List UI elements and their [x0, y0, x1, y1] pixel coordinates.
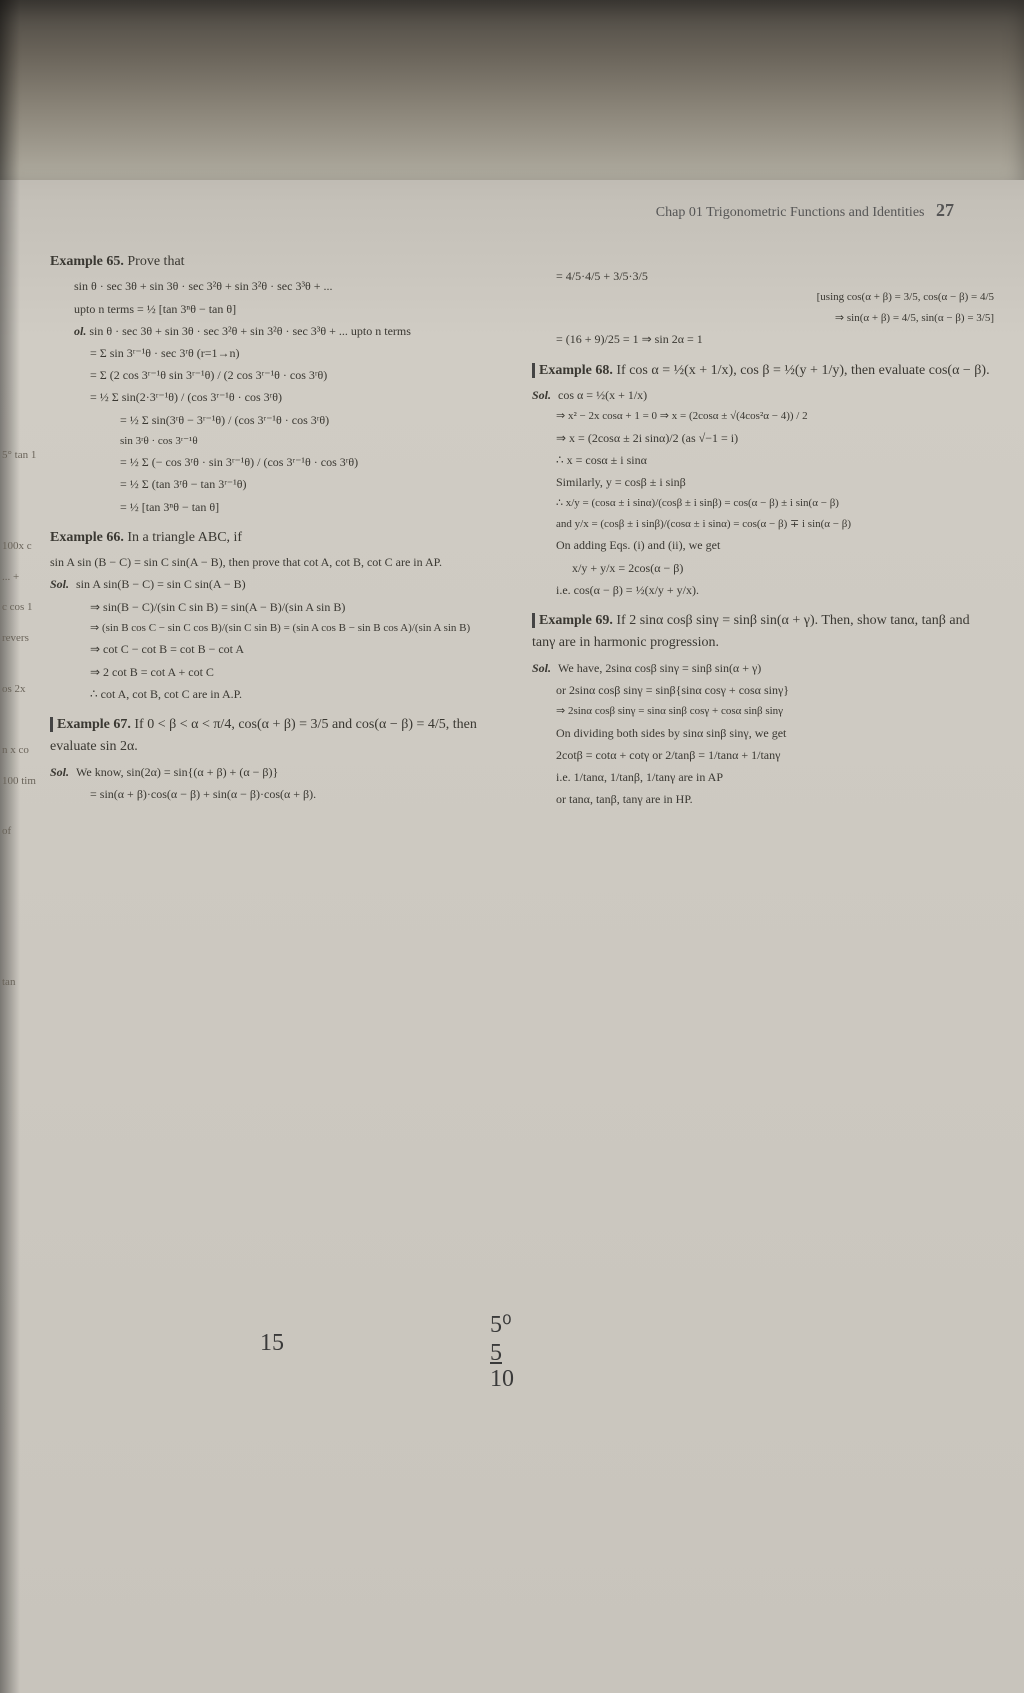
- left-column: Example 65. Prove that sin θ · sec 3θ + …: [50, 241, 512, 813]
- margin-frag: ... +: [2, 562, 50, 593]
- math-step: i.e. 1/tanα, 1/tanβ, 1/tanγ are in AP: [556, 768, 994, 787]
- ex-label: Example 68.: [532, 363, 613, 378]
- margin-frag: os 2x: [2, 674, 50, 705]
- math-step: ⇒ cot C − cot B = cot B − cot A: [90, 640, 512, 659]
- sol-start: Sol. cos α = ½(x + 1/x): [532, 386, 994, 405]
- chapter-label: Chap 01 Trigonometric Functions and Iden…: [656, 205, 925, 220]
- math-step: We know, sin(2α) = sin{(α + β) + (α − β)…: [76, 765, 278, 779]
- sol-start: Sol. We know, sin(2α) = sin{(α + β) + (α…: [50, 763, 512, 782]
- math-step: = ½ [tan 3ⁿθ − tan θ]: [120, 498, 512, 517]
- math-step: Similarly, y = cosβ ± i sinβ: [556, 473, 994, 492]
- math-step: or 2sinα cosβ sinγ = sinβ{sinα cosγ + co…: [556, 681, 994, 700]
- ex-label: Example 67.: [50, 717, 131, 732]
- handwriting: 15: [260, 1330, 284, 1357]
- math-step: ⇒ sin(B − C)/(sin C sin B) = sin(A − B)/…: [90, 598, 512, 617]
- sol-label: Sol.: [532, 661, 551, 675]
- margin-frag: c cos 1: [2, 592, 50, 623]
- chapter-header: Chap 01 Trigonometric Functions and Iden…: [50, 200, 994, 221]
- example-66-title: Example 66. In a triangle ABC, if: [50, 527, 512, 549]
- math-line: sin θ · sec 3θ + sin 3θ · sec 3²θ + sin …: [74, 277, 512, 296]
- math-step: = sin(α + β)·cos(α − β) + sin(α − β)·cos…: [90, 785, 512, 804]
- math-step: = ½ Σ sin(3ʳθ − 3ʳ⁻¹θ) / (cos 3ʳ⁻¹θ · co…: [120, 411, 512, 430]
- math-step: x/y + y/x = 2cos(α − β): [572, 559, 994, 578]
- math-step: = ½ Σ sin(2·3ʳ⁻¹θ) / (cos 3ʳ⁻¹θ · cos 3ʳ…: [90, 388, 512, 407]
- math-step: ∴ cot A, cot B, cot C are in A.P.: [90, 685, 512, 704]
- page-number: 27: [936, 200, 954, 220]
- math-line: = (16 + 9)/25 = 1 ⇒ sin 2α = 1: [556, 330, 994, 349]
- margin-frag: 100 tim: [2, 766, 50, 797]
- math-line: sin A sin (B − C) = sin C sin(A − B), th…: [50, 553, 512, 572]
- math-note: ⇒ sin(α + β) = 4/5, sin(α − β) = 3/5]: [556, 310, 994, 328]
- sol-label: Sol.: [50, 765, 69, 779]
- math-step: = Σ sin 3ʳ⁻¹θ · sec 3ʳθ (r=1→n): [90, 344, 512, 363]
- sol-label: Sol.: [532, 388, 551, 402]
- math-line: = 4/5·4/5 + 3/5·3/5: [556, 267, 994, 286]
- math-step: ⇒ x² − 2x cosα + 1 = 0 ⇒ x = (2cosα ± √(…: [556, 408, 994, 426]
- math-step: ∴ x/y = (cosα ± i sinα)/(cosβ ± i sinβ) …: [556, 495, 994, 513]
- math-step: sin A sin(B − C) = sin C sin(A − B): [76, 577, 246, 591]
- math-step: sin 3ʳθ · cos 3ʳ⁻¹θ: [120, 433, 512, 451]
- margin-frag: revers: [2, 623, 50, 654]
- margin-frag: 100x c: [2, 531, 50, 562]
- sol-start: Sol. We have, 2sinα cosβ sinγ = sinβ sin…: [532, 659, 994, 678]
- math-step: ∴ x = cosα ± i sinα: [556, 451, 994, 470]
- example-67-title: Example 67. If 0 < β < α < π/4, cos(α + …: [50, 714, 512, 759]
- math-step: ⇒ 2sinα cosβ sinγ = sinα sinβ cosγ + cos…: [556, 703, 994, 721]
- math-note: [using cos(α + β) = 3/5, cos(α − β) = 4/…: [556, 289, 994, 307]
- math-step: On adding Eqs. (i) and (ii), we get: [556, 536, 994, 555]
- handwriting: 5: [490, 1340, 502, 1367]
- left-margin-text: 5° tan 1 100x c ... + c cos 1 revers os …: [2, 440, 50, 998]
- example-68-title: Example 68. If cos α = ½(x + 1/x), cos β…: [532, 360, 994, 382]
- math-step: We have, 2sinα cosβ sinγ = sinβ sin(α + …: [558, 661, 761, 675]
- math-step: ⇒ (sin B cos C − sin C cos B)/(sin C sin…: [90, 620, 512, 638]
- margin-frag: n x co: [2, 735, 50, 766]
- ex-prompt: If cos α = ½(x + 1/x), cos β = ½(y + 1/y…: [616, 363, 989, 378]
- math-step: i.e. cos(α − β) = ½(x/y + y/x).: [556, 581, 994, 600]
- margin-frag: 5° tan 1: [2, 440, 50, 471]
- math-step: and y/x = (cosβ ± i sinβ)/(cosα ± i sinα…: [556, 516, 994, 534]
- math-step: cos α = ½(x + 1/x): [558, 388, 647, 402]
- math-line: upto n terms = ½ [tan 3ⁿθ − tan θ]: [74, 300, 512, 319]
- right-column: = 4/5·4/5 + 3/5·3/5 [using cos(α + β) = …: [532, 241, 994, 813]
- two-column-content: Example 65. Prove that sin θ · sec 3θ + …: [50, 241, 994, 813]
- sol-start: ol. sin θ · sec 3θ + sin 3θ · sec 3²θ + …: [74, 322, 512, 341]
- math-step: ⇒ 2 cot B = cot A + cot C: [90, 663, 512, 682]
- sol-text: sin θ · sec 3θ + sin 3θ · sec 3²θ + sin …: [89, 324, 411, 338]
- example-65-title: Example 65. Prove that: [50, 251, 512, 273]
- margin-frag: of: [2, 816, 50, 847]
- ex-prompt: Prove that: [127, 254, 184, 269]
- math-step: = Σ (2 cos 3ʳ⁻¹θ sin 3ʳ⁻¹θ) / (2 cos 3ʳ⁻…: [90, 366, 512, 385]
- example-69-title: Example 69. If 2 sinα cosβ sinγ = sinβ s…: [532, 610, 994, 655]
- math-step: = ½ Σ (tan 3ʳθ − tan 3ʳ⁻¹θ): [120, 475, 512, 494]
- ex-label: Example 66.: [50, 530, 124, 545]
- sol-label: Sol.: [50, 577, 69, 591]
- math-step: or tanα, tanβ, tanγ are in HP.: [556, 790, 994, 809]
- handwriting: 10: [490, 1366, 514, 1393]
- handwriting: 5⁰: [490, 1310, 512, 1339]
- margin-frag: tan: [2, 967, 50, 998]
- textbook-page: Chap 01 Trigonometric Functions and Iden…: [0, 0, 1024, 1693]
- math-step: On dividing both sides by sinα sinβ sinγ…: [556, 724, 994, 743]
- ex-label: Example 69.: [532, 613, 613, 628]
- book-binding: [0, 0, 1024, 180]
- math-step: = ½ Σ (− cos 3ʳθ · sin 3ʳ⁻¹θ) / (cos 3ʳ⁻…: [120, 453, 512, 472]
- sol-start: Sol. sin A sin(B − C) = sin C sin(A − B): [50, 575, 512, 594]
- math-step: 2cotβ = cotα + cotγ or 2/tanβ = 1/tanα +…: [556, 746, 994, 765]
- ex-label: Example 65.: [50, 254, 124, 269]
- sol-label: ol.: [74, 324, 86, 338]
- ex-prompt: In a triangle ABC, if: [127, 530, 242, 545]
- math-step: ⇒ x = (2cosα ± 2i sinα)/2 (as √−1 = i): [556, 429, 994, 448]
